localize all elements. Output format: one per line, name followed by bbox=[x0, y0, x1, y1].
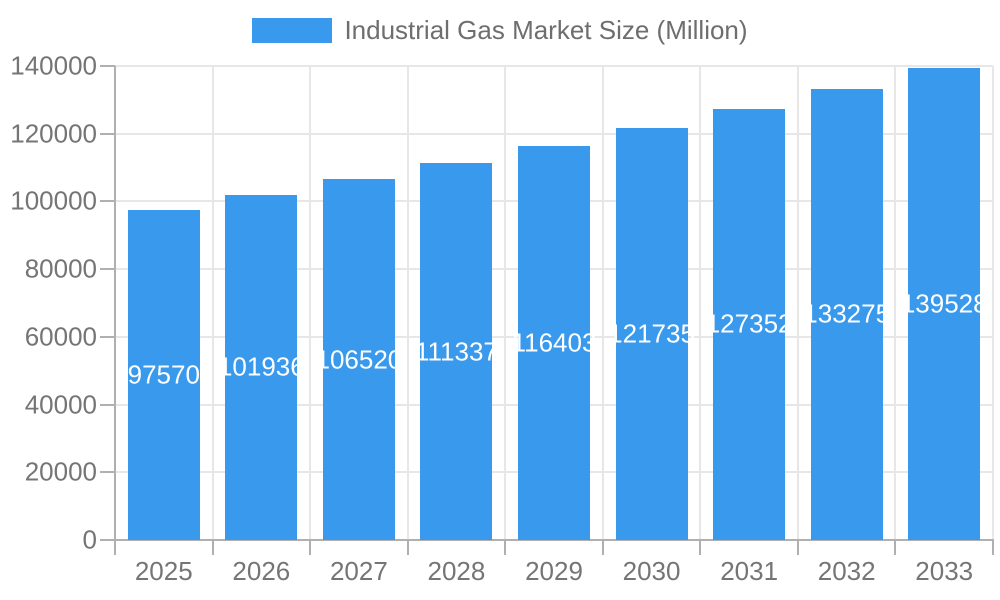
y-tick-label: 140000 bbox=[10, 50, 97, 81]
legend-label: Industrial Gas Market Size (Million) bbox=[344, 14, 748, 45]
x-axis-line bbox=[100, 539, 994, 541]
y-tick-label: 120000 bbox=[10, 118, 97, 149]
x-grid-line bbox=[992, 66, 994, 540]
x-axis-label: 2026 bbox=[232, 556, 291, 586]
x-tick bbox=[992, 540, 994, 555]
y-axis-line bbox=[114, 66, 116, 555]
bar-value-label: 133275 bbox=[803, 298, 891, 329]
y-tick bbox=[100, 403, 115, 406]
bar[interactable] bbox=[225, 194, 298, 540]
y-tick bbox=[100, 200, 115, 203]
x-axis-label: 2028 bbox=[427, 556, 486, 586]
x-grid-line bbox=[699, 66, 702, 540]
x-axis-label: 2027 bbox=[329, 556, 388, 586]
bar[interactable] bbox=[420, 163, 493, 540]
x-tick bbox=[894, 540, 897, 555]
x-grid-line bbox=[211, 66, 214, 540]
legend-swatch-icon bbox=[252, 17, 333, 43]
x-tick bbox=[211, 540, 214, 555]
y-tick bbox=[100, 471, 115, 474]
bar-value-label: 101936 bbox=[217, 351, 305, 382]
bar[interactable] bbox=[810, 88, 883, 540]
bar[interactable] bbox=[713, 108, 786, 540]
x-grid-line bbox=[309, 66, 312, 540]
x-tick bbox=[309, 540, 312, 555]
bar[interactable] bbox=[615, 127, 688, 540]
x-tick bbox=[601, 540, 604, 555]
y-tick-label: 60000 bbox=[24, 321, 97, 352]
bar-value-label: 97570 bbox=[127, 359, 200, 390]
x-grid-line bbox=[601, 66, 604, 540]
bar[interactable] bbox=[322, 179, 395, 540]
y-grid-line bbox=[115, 132, 993, 135]
x-tick bbox=[504, 540, 507, 555]
y-tick-label: 20000 bbox=[24, 456, 97, 487]
y-tick-label: 0 bbox=[82, 524, 97, 555]
legend-item[interactable]: Industrial Gas Market Size (Million) bbox=[0, 14, 1000, 46]
bar-value-label: 111337 bbox=[414, 336, 498, 367]
x-axis-label: 2033 bbox=[915, 556, 974, 586]
x-grid-line bbox=[894, 66, 897, 540]
bar-value-label: 127352 bbox=[705, 308, 793, 339]
y-grid-line bbox=[115, 65, 993, 67]
x-axis-label: 2031 bbox=[720, 556, 779, 586]
x-tick bbox=[406, 540, 409, 555]
bar[interactable] bbox=[908, 67, 981, 540]
bar-value-label: 139528 bbox=[900, 288, 988, 319]
x-grid-line bbox=[406, 66, 409, 540]
x-axis-label: 2030 bbox=[622, 556, 681, 586]
y-tick bbox=[100, 268, 115, 271]
x-axis-label: 2032 bbox=[817, 556, 876, 586]
bar-value-label: 106520 bbox=[315, 344, 403, 375]
bar-value-label: 116403 bbox=[511, 327, 597, 358]
y-tick bbox=[100, 335, 115, 338]
bar[interactable] bbox=[127, 209, 200, 540]
x-tick bbox=[796, 540, 799, 555]
x-axis-label: 2029 bbox=[525, 556, 583, 586]
bar-value-label: 121735 bbox=[608, 318, 695, 349]
bar[interactable] bbox=[518, 145, 590, 540]
x-grid-line bbox=[796, 66, 799, 540]
y-tick-label: 40000 bbox=[24, 389, 97, 420]
x-tick bbox=[699, 540, 702, 555]
x-axis-label: 2025 bbox=[134, 556, 193, 586]
y-tick bbox=[100, 132, 115, 135]
y-tick bbox=[100, 65, 115, 67]
x-grid-line bbox=[504, 66, 507, 540]
y-tick-label: 80000 bbox=[24, 253, 97, 284]
y-tick-label: 100000 bbox=[10, 185, 97, 216]
